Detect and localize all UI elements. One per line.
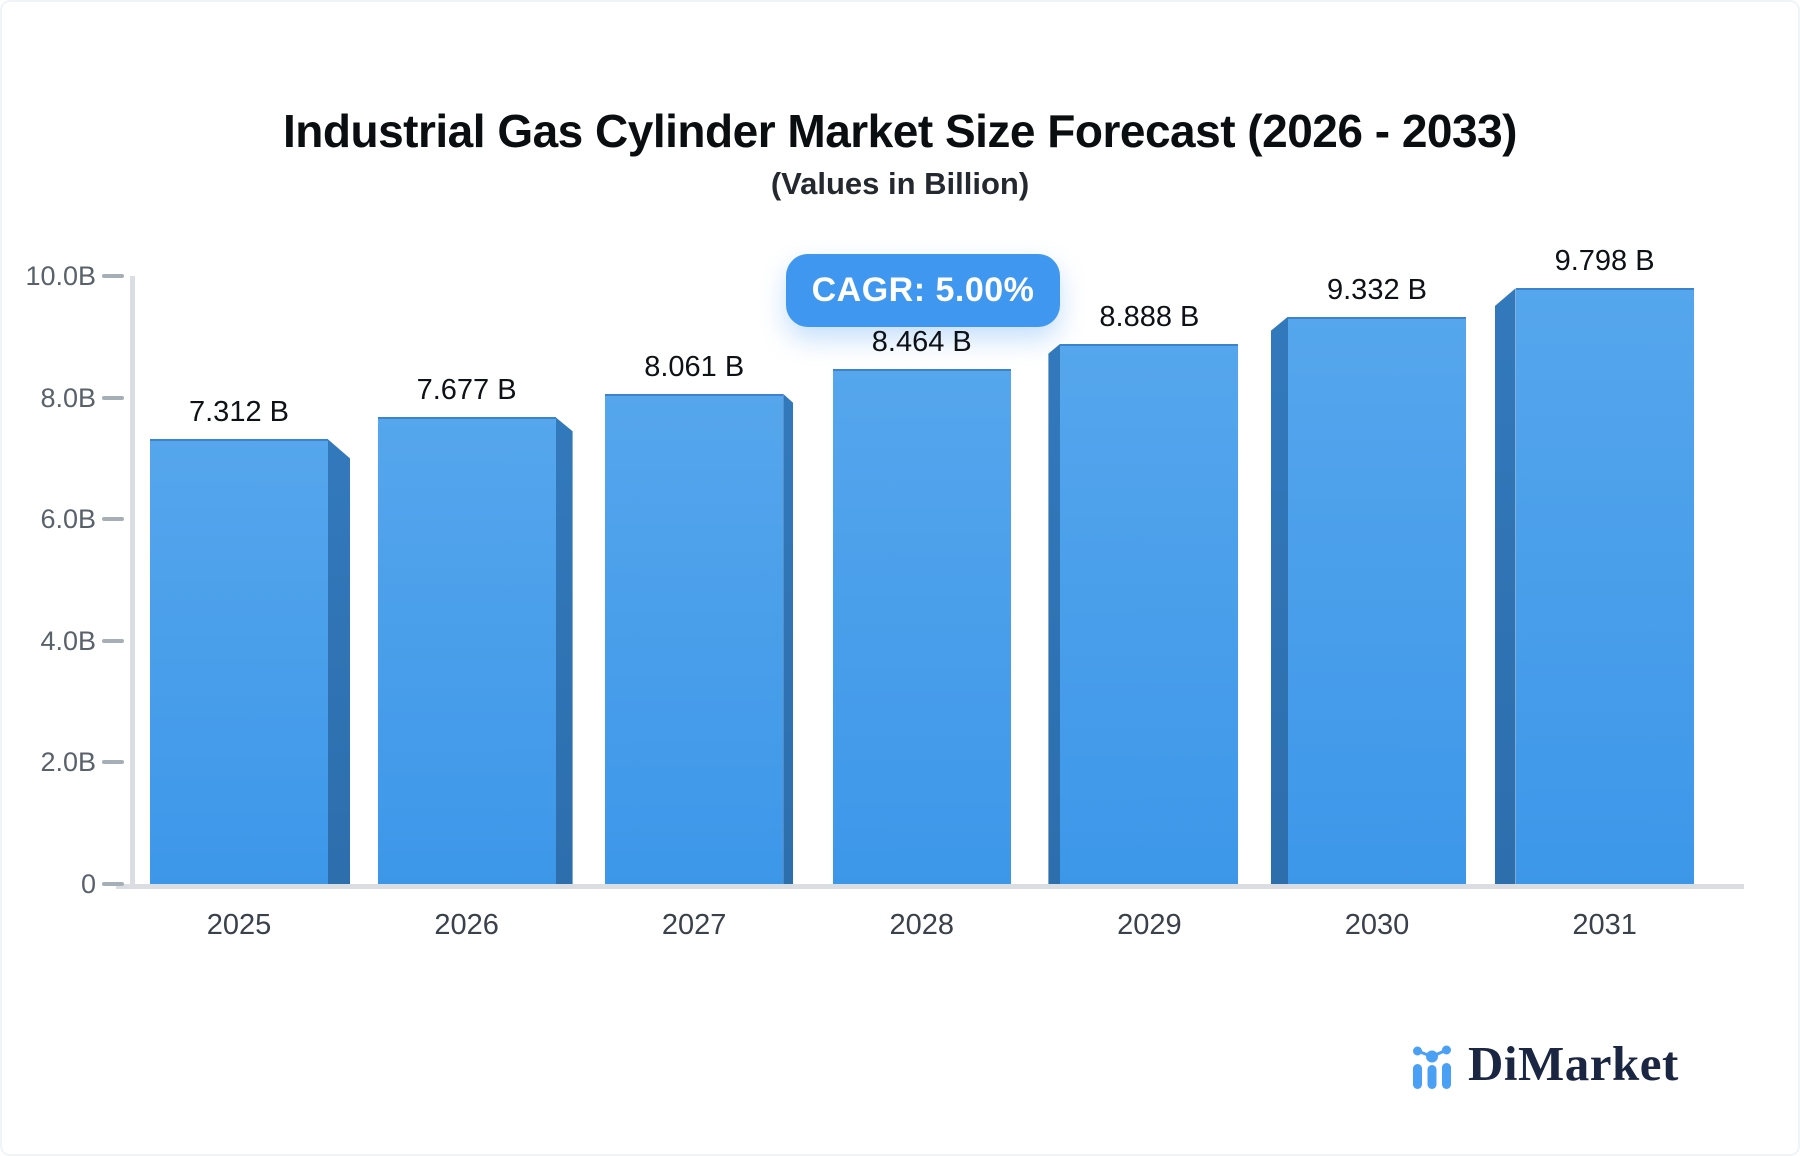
- bar-value-label: 8.464 B: [871, 326, 972, 359]
- brand-logo-text: DiMarket: [1468, 1036, 1679, 1091]
- bar-value-label: 9.798 B: [1554, 245, 1655, 278]
- bar-2025: [150, 439, 328, 884]
- x-axis-label: 2025: [206, 909, 272, 941]
- bar-2030: [1288, 316, 1466, 884]
- x-axis-label: 2029: [1117, 909, 1182, 941]
- x-axis-label: 2028: [889, 909, 955, 941]
- bar-value-label: 7.677 B: [416, 374, 517, 407]
- y-tick-dash: [102, 274, 124, 278]
- y-tick-label: 2.0B: [40, 747, 96, 778]
- bar-2027: [605, 393, 784, 884]
- y-tick-dash: [102, 882, 124, 886]
- y-tick-label: 6.0B: [40, 504, 96, 535]
- bar-value-label: 7.312 B: [189, 396, 289, 429]
- bar-2028: [832, 369, 1011, 884]
- cagr-badge: CAGR: 5.00%: [786, 254, 1060, 327]
- x-axis-label: 2026: [434, 909, 499, 941]
- y-tick-label: 10.0B: [25, 261, 96, 291]
- y-tick-dash: [102, 395, 124, 400]
- bar-side-2026: [555, 417, 573, 884]
- y-tick-dash: [102, 517, 124, 522]
- bar-line-chart-icon: [1413, 1045, 1451, 1089]
- x-axis-label: 2030: [1344, 909, 1410, 941]
- y-tick-label: 0: [80, 869, 96, 899]
- bar-side-2025: [328, 439, 350, 884]
- bar-2029: [1060, 343, 1239, 884]
- bar-2026: [377, 417, 556, 884]
- bar-side-2031: [1494, 288, 1516, 884]
- bar-side-2030: [1271, 316, 1288, 884]
- bar-value-label: 8.061 B: [644, 350, 745, 383]
- bar-side-2029: [1048, 343, 1061, 884]
- x-axis-label: 2027: [661, 909, 727, 941]
- bar-side-2027: [783, 393, 794, 884]
- bar-2031: [1515, 288, 1694, 884]
- y-tick-label: 8.0B: [40, 382, 96, 413]
- y-tick-dash: [102, 760, 124, 765]
- y-tick-dash: [102, 638, 124, 643]
- y-tick-label: 4.0B: [40, 625, 96, 656]
- chart-subtitle: (Values in Billion): [770, 166, 1030, 201]
- bar-value-label: 9.332 B: [1327, 273, 1427, 306]
- bar-value-label: 8.888 B: [1099, 300, 1200, 333]
- brand-logo: DiMarket: [1410, 1036, 1679, 1092]
- chart-title: Industrial Gas Cylinder Market Size Fore…: [283, 105, 1517, 157]
- cagr-badge-label: CAGR: 5.00%: [811, 271, 1035, 309]
- y-axis-line: [130, 276, 135, 889]
- x-axis-label: 2031: [1572, 909, 1637, 941]
- x-axis-line: [116, 884, 1744, 889]
